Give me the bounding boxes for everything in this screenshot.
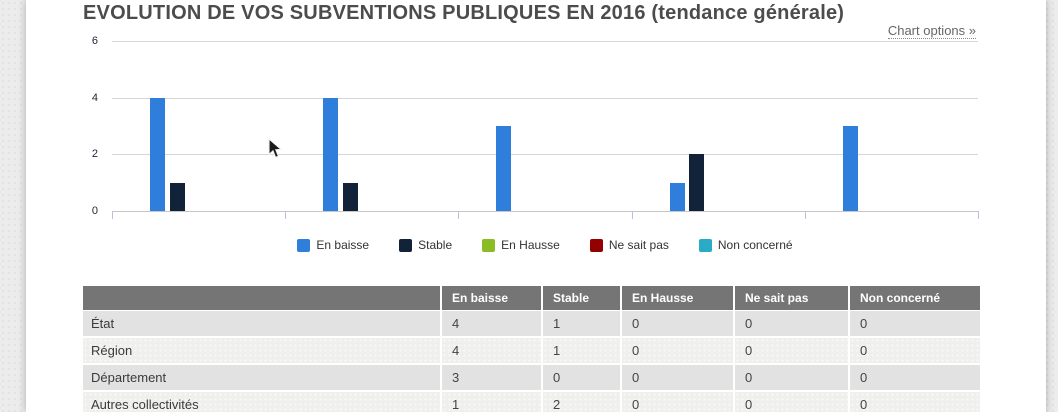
legend-label: En Hausse [501,238,560,252]
table-cell: 1 [543,311,620,336]
legend-swatch-icon [399,238,413,252]
x-axis-tick [112,211,113,219]
x-axis-tick [632,211,633,219]
table-cell: 3 [442,365,541,390]
x-axis-tick [285,211,286,219]
legend-swatch-icon [698,238,712,252]
table-cell: 1 [543,338,620,363]
table-cell: 0 [735,365,848,390]
legend-label: Non concerné [717,238,793,252]
table-cell: 4 [442,311,541,336]
table-row-label: État [83,311,440,336]
table-header-cell: Ne sait pas [735,286,848,310]
table-cell: 0 [850,338,980,363]
table-header-cell: Stable [543,286,620,310]
table-cell: 4 [442,338,541,363]
chart-bar[interactable] [689,154,704,211]
table-header-cell [83,286,440,310]
legend-item[interactable]: En baisse [297,238,369,252]
table-header-cell: Non concerné [850,286,980,310]
gridline [112,98,978,99]
legend-swatch-icon [482,238,496,252]
table-cell: 0 [543,365,620,390]
table-cell: 0 [622,365,733,390]
legend-item[interactable]: Stable [399,238,452,252]
table-cell: 2 [543,392,620,412]
chart-bar[interactable] [343,183,358,211]
legend-label: Stable [418,238,453,252]
legend-item[interactable]: Ne sait pas [589,238,669,252]
y-axis-label: 0 [91,205,98,217]
table-cell: 0 [850,392,980,412]
table-cell: 1 [442,392,541,412]
gridline [112,41,978,42]
x-axis-tick [458,211,459,219]
gridline [112,154,978,155]
table-row: Autres collectivités 1 2 0 0 0 [83,392,980,412]
table-cell: 0 [735,311,848,336]
chart-bar[interactable] [496,126,511,211]
y-axis-label: 2 [91,148,98,160]
table-cell: 0 [735,338,848,363]
page-title: EVOLUTION DE VOS SUBVENTIONS PUBLIQUES E… [83,2,845,24]
table-cell: 0 [850,365,980,390]
legend-swatch-icon [589,238,603,252]
table-row: Région 4 1 0 0 0 [83,338,980,363]
data-table: En baisse Stable En Hausse Ne sait pas Non c… [83,286,980,412]
x-axis-tick [805,211,806,219]
legend-label: Ne sait pas [608,238,669,252]
table-row-label: Région [83,338,440,363]
chart-options-link[interactable]: Chart options » [887,23,976,39]
table-cell: 0 [622,392,733,412]
chart-bar[interactable] [323,98,338,211]
gridline [112,211,978,212]
table-row-label: Autres collectivités [83,392,440,412]
x-axis-tick [978,211,979,219]
legend-item[interactable]: En Hausse [482,238,560,252]
legend-swatch-icon [297,238,311,252]
table-cell: 0 [622,311,733,336]
chart-bar[interactable] [670,183,685,211]
chart-bar[interactable] [170,183,185,211]
table-cell: 0 [735,392,848,412]
table-header-cell: En baisse [442,286,541,310]
table-cell: 0 [850,311,980,336]
y-axis-label: 6 [91,35,98,47]
legend-item[interactable]: Non concerné [698,238,793,252]
table-cell: 0 [622,338,733,363]
mouse-cursor [268,138,283,159]
table-row-label: Département [83,365,440,390]
table-row: Département 3 0 0 0 0 [83,365,980,390]
table-header-row: En baisse Stable En Hausse Ne sait pas Non c… [83,286,980,310]
table-row: État 4 1 0 0 0 [83,311,980,336]
table-header-cell: En Hausse [622,286,733,310]
chart-bar[interactable] [843,126,858,211]
chart-legend: En baisse Stable En Hausse Ne sait pas Non c… [112,238,978,252]
legend-label: En baisse [316,238,370,252]
y-axis-label: 4 [91,92,98,104]
chart-bar[interactable] [150,98,165,211]
